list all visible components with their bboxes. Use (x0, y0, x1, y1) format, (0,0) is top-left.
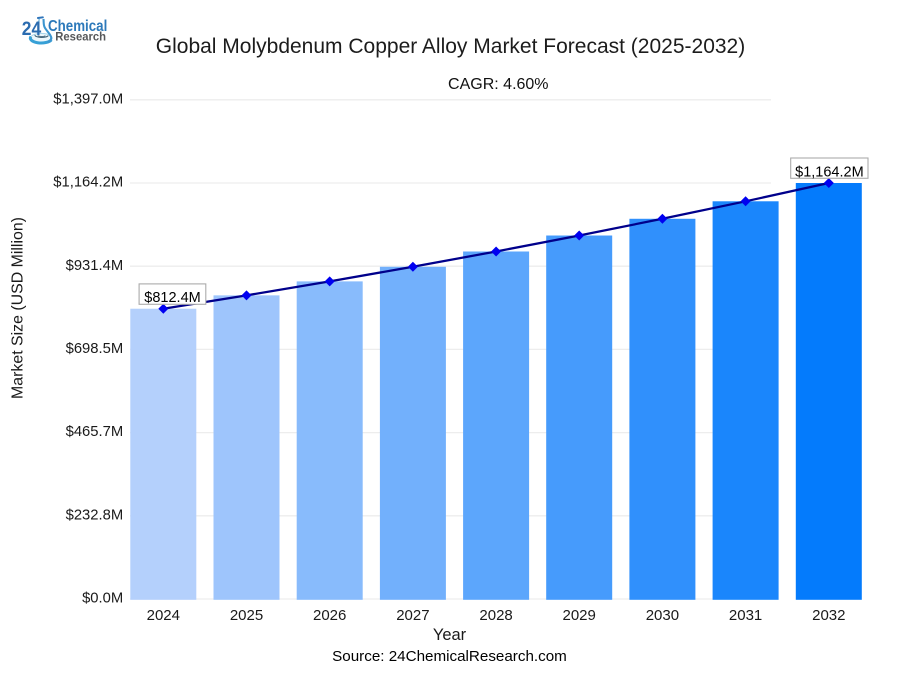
svg-text:2031: 2031 (729, 607, 762, 624)
svg-text:2029: 2029 (563, 607, 596, 624)
svg-text:2024: 2024 (147, 607, 180, 624)
svg-text:24: 24 (22, 19, 42, 40)
svg-text:Market Size (USD Million): Market Size (USD Million) (10, 217, 27, 399)
svg-text:Source: 24ChemicalResearch.com: Source: 24ChemicalResearch.com (332, 648, 567, 665)
svg-text:$931.4M: $931.4M (66, 258, 124, 274)
svg-text:$1,397.0M: $1,397.0M (53, 91, 123, 107)
svg-text:$0.0M: $0.0M (82, 591, 123, 607)
svg-text:2025: 2025 (230, 607, 263, 624)
svg-text:$465.7M: $465.7M (66, 424, 124, 440)
svg-text:$232.8M: $232.8M (66, 507, 124, 523)
svg-text:2030: 2030 (646, 607, 679, 624)
svg-text:$698.5M: $698.5M (66, 341, 124, 357)
svg-text:2032: 2032 (812, 607, 845, 624)
svg-text:2026: 2026 (313, 607, 346, 624)
svg-text:2028: 2028 (479, 607, 512, 624)
svg-text:$1,164.2M: $1,164.2M (795, 164, 864, 180)
svg-text:Research: Research (55, 31, 106, 43)
svg-text:Year: Year (433, 626, 467, 644)
svg-text:2027: 2027 (396, 607, 429, 624)
svg-text:Global Molybdenum Copper Alloy: Global Molybdenum Copper Alloy Market Fo… (156, 35, 745, 58)
svg-text:$1,164.2M: $1,164.2M (53, 175, 123, 191)
svg-text:CAGR: 4.60%: CAGR: 4.60% (448, 76, 548, 93)
svg-text:$812.4M: $812.4M (144, 290, 200, 306)
svg-text:Chemical: Chemical (48, 18, 107, 35)
